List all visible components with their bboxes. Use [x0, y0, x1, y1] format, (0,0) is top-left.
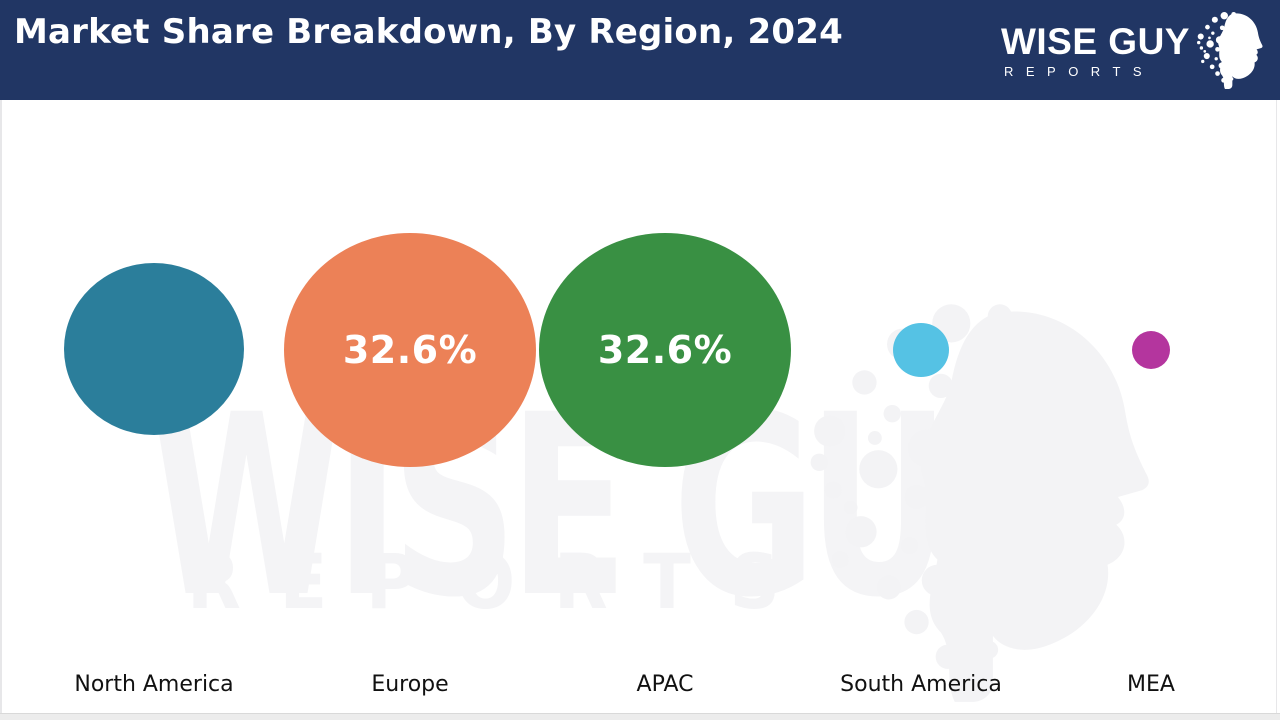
- watermark-subtext: REPORTS: [187, 537, 819, 626]
- logo-text: WISE GUY REPORTS: [1001, 23, 1190, 79]
- category-label-europe: Europe: [371, 672, 449, 697]
- wiseguy-head-icon: [1197, 11, 1263, 90]
- bubble-value-europe: 32.6%: [342, 328, 478, 372]
- logo-wordmark: WISE GUY: [1000, 21, 1190, 62]
- page-title: Market Share Breakdown, By Region, 2024: [14, 12, 843, 52]
- footer-strip: [0, 713, 1280, 720]
- bubble-north-america[interactable]: [64, 263, 244, 435]
- bubble-value-apac: 32.6%: [597, 328, 733, 372]
- category-label-mea: MEA: [1127, 672, 1175, 697]
- right-edge-line: [1276, 100, 1277, 713]
- category-label-apac: APAC: [636, 672, 694, 697]
- header-bar: Market Share Breakdown, By Region, 2024 …: [0, 0, 1280, 100]
- logo-subtext: REPORTS: [1003, 64, 1155, 79]
- category-label-south-america: South America: [840, 672, 1002, 697]
- bubble-south-america[interactable]: [893, 323, 949, 377]
- left-edge-line: [0, 100, 2, 713]
- bubble-europe[interactable]: 32.6%: [284, 233, 536, 467]
- category-label-north-america: North America: [74, 672, 234, 697]
- wiseguy-logo: WISE GUY REPORTS: [1001, 4, 1268, 96]
- bubble-mea[interactable]: [1132, 331, 1170, 369]
- bubble-apac[interactable]: 32.6%: [539, 233, 791, 467]
- watermark-head-icon: [810, 304, 1149, 702]
- bubble-chart: WISE GUY REPORTS North America 32.6% Europ…: [0, 100, 1280, 713]
